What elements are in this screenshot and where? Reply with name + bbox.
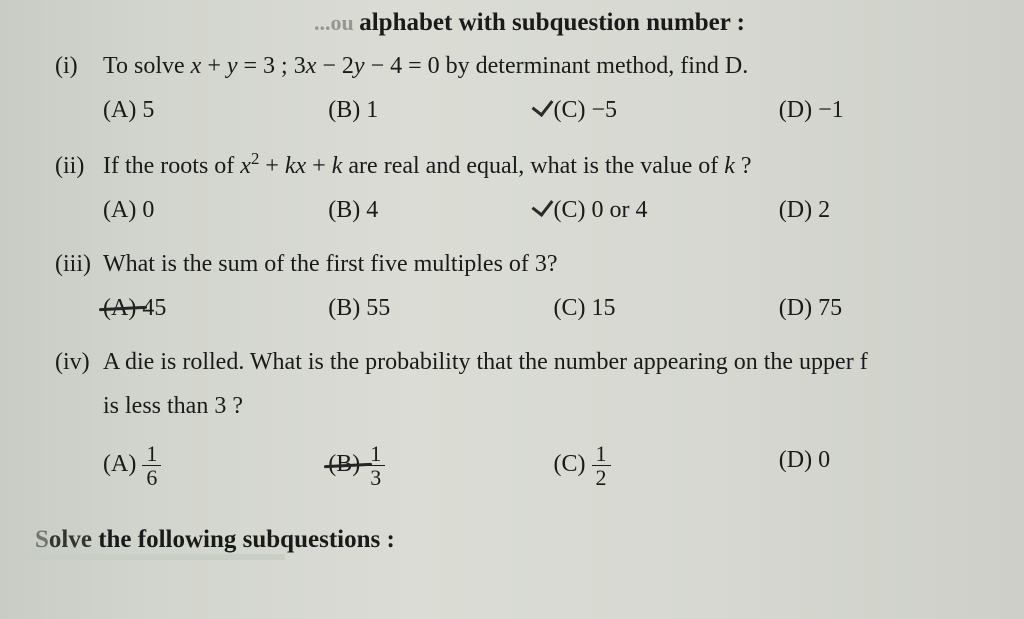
options-row: (A) 45 (B) 55 (C) 15 (D) 75 [103, 290, 1004, 326]
question-ii: (ii) If the roots of x2 + kx + k are rea… [55, 146, 1004, 228]
options-row: (A) 0 (B) 4 (C) 0 or 4 (D) 2 [103, 192, 1004, 228]
question-line1: A die is rolled. What is the probability… [103, 349, 868, 375]
question-text: (ii) If the roots of x2 + kx + k are rea… [55, 146, 1004, 184]
option-b: (B) 4 [328, 192, 553, 228]
question-text: (i) To solve x + y = 3 ; 3x − 2y − 4 = 0… [55, 48, 1004, 84]
option-c: (C) −5 [554, 92, 779, 128]
option-d: (D) 2 [779, 192, 1004, 228]
question-body: A die is rolled. What is the probability… [103, 344, 1004, 424]
option-c: (C) 15 [554, 290, 779, 326]
page-header: ...ou alphabet with subquestion number : [55, 4, 1004, 42]
option-a: (A) 5 [103, 92, 328, 128]
option-d: (D) −1 [779, 92, 1004, 128]
question-body: What is the sum of the first five multip… [103, 246, 1004, 282]
question-number: (iii) [55, 246, 103, 282]
question-body: To solve x + y = 3 ; 3x − 2y − 4 = 0 by … [103, 48, 1004, 84]
footer-instruction: Solve Solve the following subquestions :… [35, 521, 1004, 559]
question-iii: (iii) What is the sum of the first five … [55, 246, 1004, 326]
question-i: (i) To solve x + y = 3 ; 3x − 2y − 4 = 0… [55, 48, 1004, 128]
question-number: (iv) [55, 344, 103, 380]
question-line2: is less than 3 ? [103, 388, 243, 424]
question-number: (i) [55, 48, 103, 84]
option-a: (A) 45 [103, 290, 328, 326]
question-number: (ii) [55, 148, 103, 184]
exam-page: ...ou alphabet with subquestion number :… [0, 0, 1024, 558]
option-b: (B) 55 [328, 290, 553, 326]
option-c: (C) 0 or 4 [554, 192, 779, 228]
question-body: If the roots of x2 + kx + k are real and… [103, 146, 1004, 184]
question-text: (iii) What is the sum of the first five … [55, 246, 1004, 282]
option-c: (C) 12 [554, 442, 779, 489]
question-text: (iv) A die is rolled. What is the probab… [55, 344, 1004, 424]
option-d: (D) 0 [779, 442, 1004, 489]
option-a: (A) 16 [103, 442, 328, 489]
question-iv: (iv) A die is rolled. What is the probab… [55, 344, 1004, 489]
options-row: (A) 16 (B) 13 (C) 12 (D) 0 [103, 442, 1004, 489]
option-b: (B) 1 [328, 92, 553, 128]
option-d: (D) 75 [779, 290, 1004, 326]
options-row: (A) 5 (B) 1 (C) −5 (D) −1 [103, 92, 1004, 128]
option-b: (B) 13 [328, 442, 553, 489]
option-a: (A) 0 [103, 192, 328, 228]
